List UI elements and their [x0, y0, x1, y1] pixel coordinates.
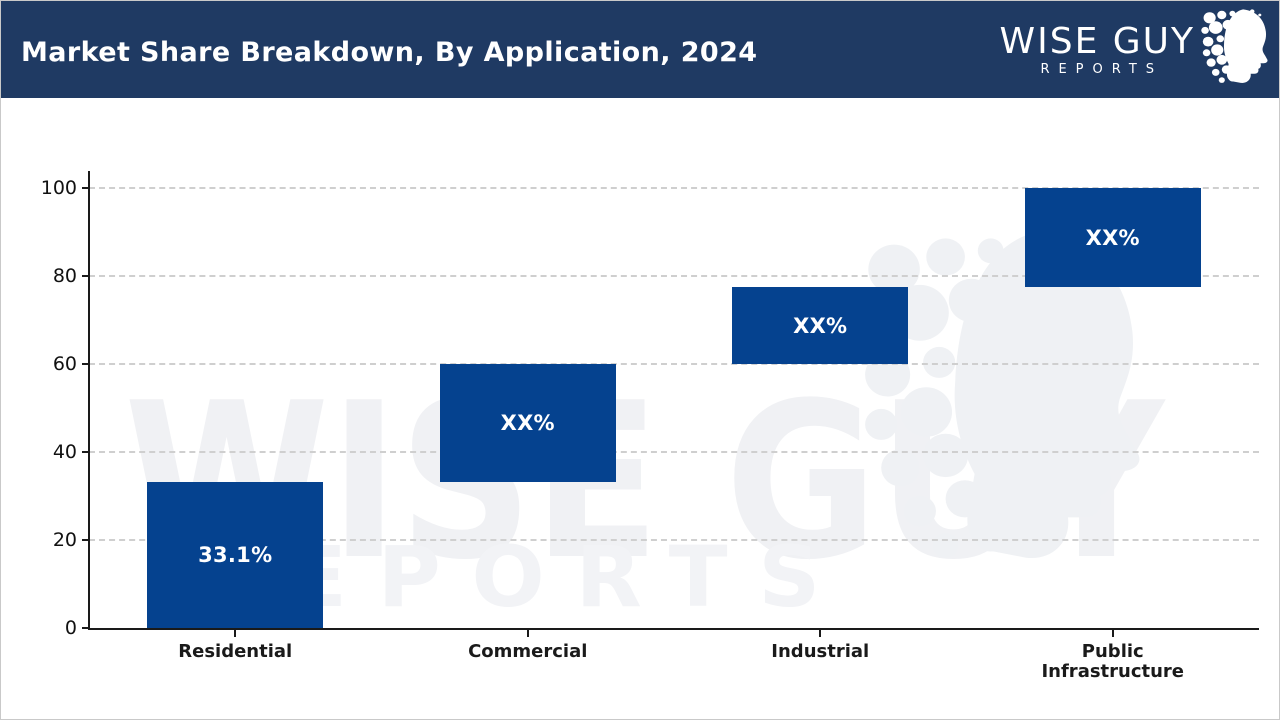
- y-axis-tick-label: 60: [52, 353, 77, 375]
- y-tick-mark: [82, 451, 89, 453]
- bar-value-label: XX%: [1085, 225, 1140, 250]
- x-tick-mark: [526, 630, 529, 637]
- logo-wordmark: WISE GUY: [999, 20, 1195, 62]
- x-axis-label: Industrial: [771, 641, 870, 662]
- y-tick-mark: [82, 539, 89, 541]
- dotted-head-icon: [1201, 9, 1268, 83]
- y-tick-mark: [82, 627, 89, 629]
- x-tick-mark: [234, 630, 237, 637]
- y-axis-tick-label: 0: [64, 617, 77, 639]
- y-axis-tick-label: 100: [40, 177, 77, 199]
- bar-value-label: XX%: [500, 411, 555, 436]
- wise-guy-reports-logo: WISE GUY REPORTS: [1000, 7, 1276, 93]
- y-axis-tick-label: 40: [52, 441, 77, 463]
- x-axis-label: Residential: [178, 641, 293, 662]
- bar: XX%: [732, 287, 909, 364]
- x-tick-mark: [819, 630, 822, 637]
- y-axis-tick-label: 80: [52, 265, 77, 287]
- y-gridline: [89, 275, 1259, 277]
- y-axis-tick-label: 20: [52, 529, 77, 551]
- bar: 33.1%: [147, 482, 324, 628]
- header-bar: Market Share Breakdown, By Application, …: [1, 1, 1279, 98]
- y-tick-mark: [82, 187, 89, 189]
- x-axis-line: [88, 628, 1259, 630]
- x-tick-mark: [1111, 630, 1114, 637]
- bar-value-label: XX%: [793, 313, 848, 338]
- y-tick-mark: [82, 275, 89, 277]
- y-gridline: [89, 187, 1259, 189]
- y-tick-mark: [82, 363, 89, 365]
- y-axis-line: [88, 171, 90, 630]
- logo-text: WISE GUY REPORTS: [999, 20, 1196, 78]
- bar-value-label: 33.1%: [198, 543, 273, 568]
- y-gridline: [89, 451, 1259, 453]
- x-axis-label: Commercial: [468, 641, 588, 662]
- y-gridline: [89, 363, 1259, 365]
- waterfall-chart: WISE GUY REPORTS 0 20 40 60 80 100 33.1% Reside…: [1, 98, 1279, 719]
- chart-title: Market Share Breakdown, By Application, …: [21, 37, 758, 68]
- bar: XX%: [439, 364, 616, 483]
- y-gridline: [89, 539, 1259, 541]
- bar: XX%: [1024, 188, 1201, 287]
- logo-subtitle: REPORTS: [1040, 62, 1164, 78]
- x-axis-label: Public Infrastructure: [1041, 641, 1185, 682]
